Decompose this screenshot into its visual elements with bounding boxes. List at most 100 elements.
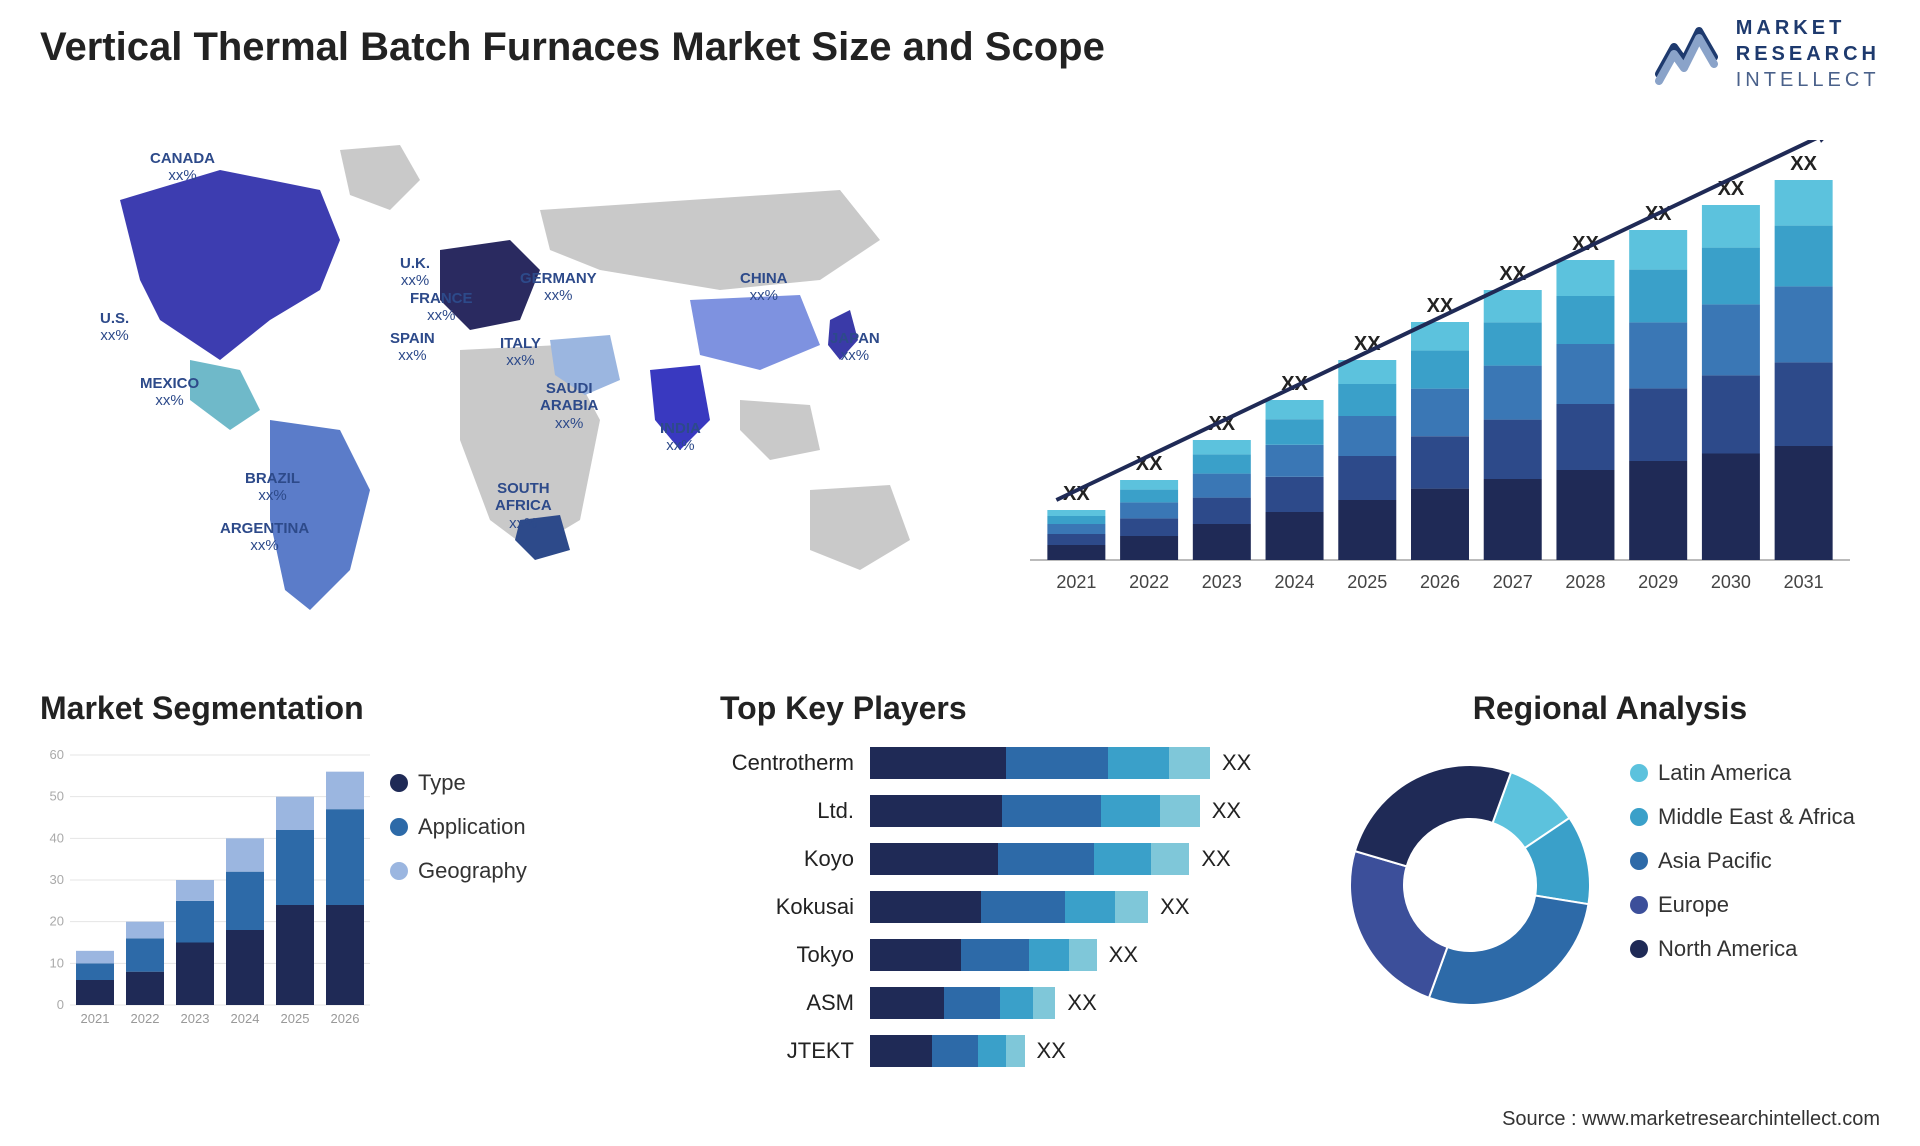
map-label: ITALYxx%: [500, 335, 541, 370]
market-bar-seg: [1411, 351, 1469, 389]
player-bar-seg: [1108, 747, 1169, 779]
legend-swatch: [1630, 896, 1648, 914]
seg-bar-seg: [276, 797, 314, 830]
seg-legend-item: Type: [390, 770, 527, 796]
player-bar-seg: [961, 939, 1029, 971]
market-bar-seg: [1047, 516, 1105, 524]
market-bar-seg: [1411, 489, 1469, 560]
player-bar-seg: [1094, 843, 1151, 875]
market-bar-seg: [1556, 260, 1614, 296]
market-bar-year: 2027: [1493, 572, 1533, 592]
player-bar: [870, 939, 1097, 971]
players-panel: Top Key Players CentrothermXXLtd.XXKoyoX…: [720, 690, 1280, 1050]
market-bar-year: 2029: [1638, 572, 1678, 592]
player-row: KoyoXX: [720, 841, 1280, 877]
player-bar-seg: [870, 891, 981, 923]
legend-swatch: [390, 818, 408, 836]
segmentation-panel: Market Segmentation 01020304050602021202…: [40, 690, 600, 1050]
regional-donut: [1330, 745, 1610, 1025]
player-bar-seg: [932, 1035, 978, 1067]
donut-wrap: [1330, 745, 1610, 1025]
market-bar-seg: [1702, 304, 1760, 375]
player-row: CentrothermXX: [720, 745, 1280, 781]
player-value: XX: [1037, 1038, 1066, 1064]
svg-text:30: 30: [50, 872, 64, 887]
seg-bar-seg: [126, 922, 164, 939]
player-bar: [870, 891, 1148, 923]
market-bar-seg: [1120, 480, 1178, 490]
legend-swatch: [1630, 764, 1648, 782]
segmentation-legend: TypeApplicationGeography: [390, 770, 527, 902]
brand-logo: MARKET RESEARCH INTELLECT: [1654, 15, 1880, 93]
player-name: Tokyo: [720, 942, 870, 968]
market-bar-seg: [1120, 518, 1178, 536]
seg-bar-seg: [276, 905, 314, 1005]
map-label: ARGENTINAxx%: [220, 520, 309, 555]
market-bar-seg: [1047, 534, 1105, 545]
legend-swatch: [390, 862, 408, 880]
player-value: XX: [1222, 750, 1251, 776]
market-size-chart: XX2021XX2022XX2023XX2024XX2025XX2026XX20…: [1000, 140, 1870, 640]
market-bar-seg: [1120, 490, 1178, 503]
map-label: U.K.xx%: [400, 255, 430, 290]
market-bar-seg: [1193, 474, 1251, 498]
market-bar-seg: [1775, 180, 1833, 226]
player-bar-seg: [870, 747, 1006, 779]
market-bar-seg: [1629, 388, 1687, 461]
market-bar-seg: [1266, 400, 1324, 419]
map-label: FRANCExx%: [410, 290, 473, 325]
market-bar-seg: [1047, 545, 1105, 560]
player-bar: [870, 795, 1200, 827]
legend-label: Application: [418, 814, 526, 840]
region-legend-item: Latin America: [1630, 760, 1855, 786]
seg-bar-seg: [126, 972, 164, 1005]
market-bar-seg: [1702, 454, 1760, 561]
player-bar-seg: [1000, 987, 1033, 1019]
player-row: TokyoXX: [720, 937, 1280, 973]
player-bar-seg: [870, 843, 998, 875]
market-bar-seg: [1702, 248, 1760, 305]
legend-label: Asia Pacific: [1658, 848, 1772, 874]
segmentation-chart: 0102030405060202120222023202420252026: [40, 745, 380, 1045]
svg-text:50: 50: [50, 789, 64, 804]
market-bar-seg: [1338, 456, 1396, 500]
seg-bar-seg: [326, 905, 364, 1005]
seg-bar-seg: [176, 880, 214, 901]
legend-swatch: [390, 774, 408, 792]
market-bar-year: 2023: [1202, 572, 1242, 592]
world-map-panel: CANADAxx%U.S.xx%MEXICOxx%BRAZILxx%ARGENT…: [40, 120, 940, 660]
regional-legend: Latin America Middle East & Africa Asia Pa…: [1630, 760, 1855, 980]
player-bar-seg: [870, 1035, 932, 1067]
seg-bar-seg: [226, 872, 264, 930]
player-bar-seg: [998, 843, 1094, 875]
player-bar: [870, 987, 1055, 1019]
player-row: ASMXX: [720, 985, 1280, 1021]
regional-title: Regional Analysis: [1330, 690, 1890, 727]
map-region-australia: [810, 485, 910, 570]
market-bar-seg: [1629, 322, 1687, 388]
market-bar-seg: [1193, 524, 1251, 560]
player-bar-seg: [1002, 795, 1101, 827]
market-bar-seg: [1266, 445, 1324, 477]
market-bar-seg: [1484, 366, 1542, 420]
player-row: Ltd. XX: [720, 793, 1280, 829]
seg-bar-seg: [326, 809, 364, 905]
svg-text:20: 20: [50, 914, 64, 929]
seg-bar-seg: [226, 930, 264, 1005]
legend-swatch: [1630, 940, 1648, 958]
player-value: XX: [1212, 798, 1241, 824]
player-bar-seg: [1069, 939, 1096, 971]
region-legend-item: Middle East & Africa: [1630, 804, 1855, 830]
player-name: Ltd.: [720, 798, 870, 824]
market-bar-year: 2024: [1275, 572, 1315, 592]
player-name: Kokusai: [720, 894, 870, 920]
market-bar-year: 2022: [1129, 572, 1169, 592]
market-bar-year: 2025: [1347, 572, 1387, 592]
map-label: GERMANYxx%: [520, 270, 597, 305]
player-bar-seg: [1169, 747, 1210, 779]
player-name: ASM: [720, 990, 870, 1016]
legend-label: Latin America: [1658, 760, 1791, 786]
seg-bar-seg: [326, 772, 364, 810]
market-bar-seg: [1484, 290, 1542, 322]
map-label: CANADAxx%: [150, 150, 215, 185]
